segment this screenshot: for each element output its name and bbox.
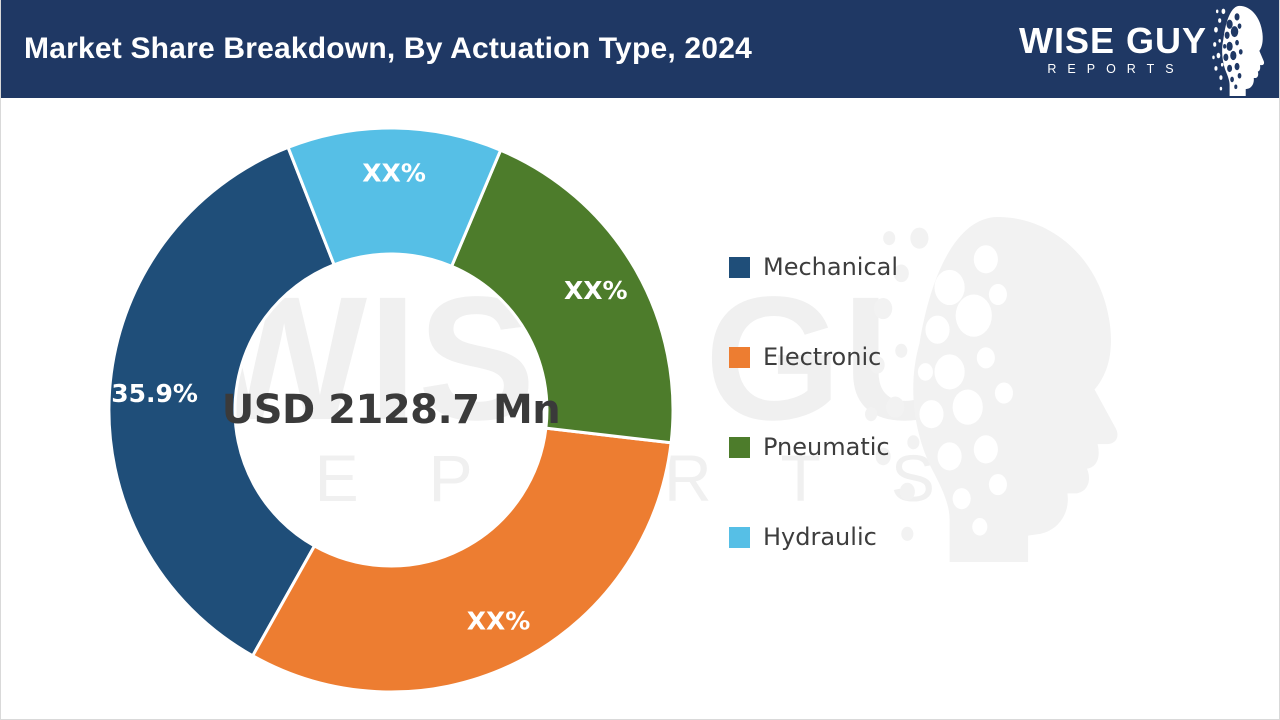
wiseguy-head-icon (1212, 5, 1265, 96)
brand-logo: WISE GUY REPORTS (1019, 0, 1273, 98)
chart-center-value: USD 2128.7 Mn (221, 387, 561, 433)
legend-item-electronic: Electronic (729, 343, 898, 371)
chart-area: WISE GUY REPORTS 35.9%XX%XX%XX% USD 212 (1, 98, 1279, 719)
legend-label: Hydraulic (763, 523, 877, 551)
legend-swatch (729, 526, 750, 548)
watermark-head-icon (865, 217, 1118, 562)
header: Market Share Breakdown, By Actuation Typ… (1, 0, 1279, 98)
legend-item-mechanical: Mechanical (729, 253, 899, 281)
donut-segment-electronic (251, 426, 673, 694)
legend: Mechanical Electronic Pneumatic Hydraulic (729, 253, 899, 551)
donut-segment-hydraulic (286, 126, 503, 268)
legend-swatch (729, 346, 750, 368)
segment-label-hydraulic: XX% (362, 159, 426, 188)
brand-wordmark: WISE GUY REPORTS (1019, 22, 1207, 76)
page-title: Market Share Breakdown, By Actuation Typ… (24, 32, 752, 65)
segment-label-pneumatic: XX% (564, 276, 628, 305)
legend-item-hydraulic: Hydraulic (729, 523, 898, 551)
segment-label-electronic: XX% (467, 607, 531, 636)
brand-name: WISE GUY (1018, 20, 1207, 62)
legend-label: Electronic (763, 343, 882, 371)
donut-segment-mechanical (107, 145, 336, 658)
donut-chart: 35.9% XX% XX% XX% (107, 126, 675, 694)
legend-label: Mechanical (763, 253, 899, 281)
legend-swatch (729, 436, 750, 458)
legend-label: Pneumatic (763, 433, 890, 461)
legend-swatch (729, 256, 750, 278)
brand-subname: REPORTS (1047, 61, 1185, 76)
segment-label-mechanical: 35.9% (111, 379, 198, 408)
donut-segment-pneumatic (450, 148, 675, 445)
legend-item-pneumatic: Pneumatic (729, 433, 898, 461)
